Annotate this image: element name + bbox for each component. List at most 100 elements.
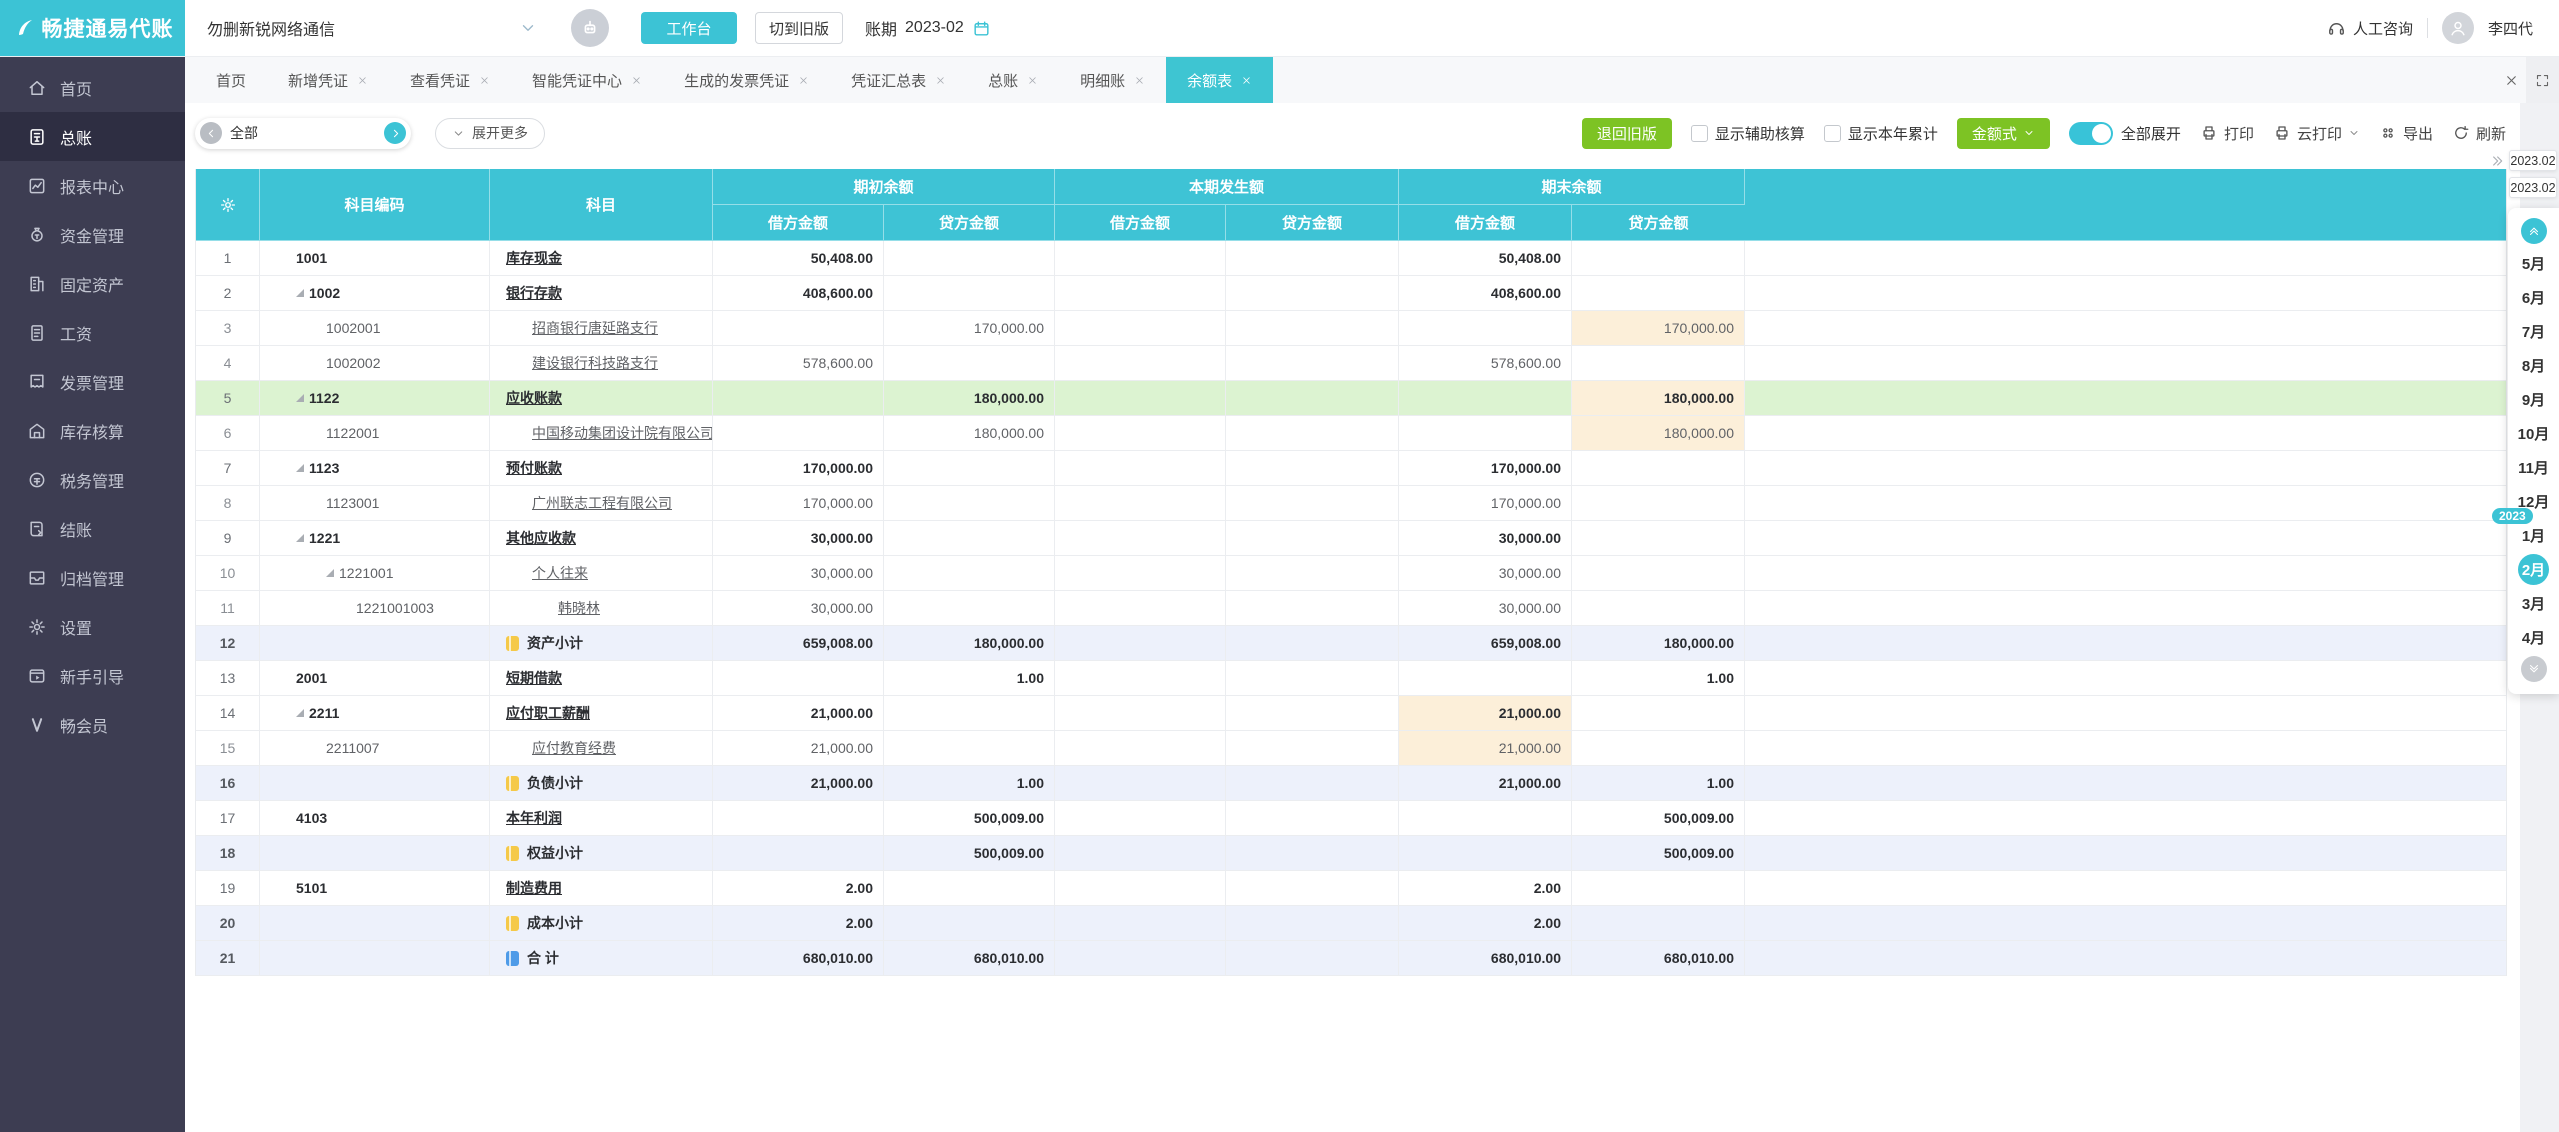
close-tab-icon[interactable] [357, 75, 368, 86]
assistant-icon[interactable] [571, 9, 609, 47]
expand-triangle-icon[interactable] [296, 394, 304, 402]
tab-balance-sheet[interactable]: 余额表 [1166, 57, 1274, 103]
close-tab-icon[interactable] [1241, 75, 1252, 86]
account-link[interactable]: 韩晓林 [558, 600, 600, 616]
avatar[interactable] [2441, 12, 2474, 44]
back-to-old-button[interactable]: 退回旧版 [1581, 117, 1672, 149]
period-box-start[interactable]: 2023.02 [2509, 150, 2557, 171]
month-item[interactable]: 6月 [2508, 280, 2559, 314]
tab-view-voucher[interactable]: 查看凭证 [389, 57, 511, 103]
scroll-down-icon[interactable] [2520, 656, 2547, 682]
expand-triangle-icon[interactable] [296, 534, 304, 542]
tab-voucher-summary[interactable]: 凭证汇总表 [830, 57, 967, 103]
expand-triangle-icon[interactable] [296, 464, 304, 472]
sidebar-item-guide[interactable]: 新手引导 [0, 651, 185, 700]
next-icon[interactable] [384, 122, 406, 144]
toggle-switch[interactable] [2068, 121, 2113, 145]
sidebar-item-inventory[interactable]: 库存核算 [0, 406, 185, 455]
sidebar-item-invoices[interactable]: 发票管理 [0, 357, 185, 406]
account-link[interactable]: 广州联志工程有限公司 [532, 495, 672, 511]
table-row[interactable]: 7 1123 预付账款 170,000.00 170,000.00 [196, 451, 2506, 486]
scroll-up-icon[interactable] [2520, 218, 2547, 244]
print-button[interactable]: 打印 [2200, 123, 2254, 144]
sidebar-item-report-center[interactable]: 报表中心 [0, 161, 185, 210]
sidebar-item-membership[interactable]: 畅会员 [0, 700, 185, 749]
table-row[interactable]: 6 1122001 中国移动集团设计院有限公司陕 180,000.00 180,000.… [196, 416, 2506, 451]
amount-style-button[interactable]: 金额式 [1956, 117, 2050, 149]
table-row[interactable]: 1 1001 库存现金 50,408.00 50,408.00 [196, 241, 2506, 276]
account-link[interactable]: 应收账款 [506, 390, 562, 406]
refresh-button[interactable]: 刷新 [2452, 123, 2506, 144]
fullscreen-icon[interactable] [2526, 57, 2559, 103]
sidebar-item-general-ledger[interactable]: 总账 [0, 112, 185, 161]
table-row[interactable]: 5 1122 应收账款 180,000.00 180,000.00 [196, 381, 2506, 416]
close-tab-icon[interactable] [1134, 75, 1145, 86]
cloud-print-button[interactable]: 云打印 [2273, 123, 2360, 144]
account-filter[interactable]: 全部 [195, 117, 411, 149]
tab-new-voucher[interactable]: 新增凭证 [267, 57, 389, 103]
month-item[interactable]: 10月 [2508, 416, 2559, 450]
support-link[interactable]: 人工咨询 [2327, 18, 2413, 39]
close-icon[interactable] [2496, 57, 2526, 103]
account-link[interactable]: 中国移动集团设计院有限公司陕 [532, 425, 713, 441]
sidebar-item-fixed-assets[interactable]: 固定资产 [0, 259, 185, 308]
table-row[interactable]: 20 成本小计 2.00 2.00 [196, 906, 2506, 941]
account-link[interactable]: 应付教育经费 [532, 740, 616, 756]
close-tab-icon[interactable] [935, 75, 946, 86]
table-row[interactable]: 21 合 计 680,010.00 680,010.00 680,010.00 680,0… [196, 941, 2506, 976]
account-link[interactable]: 本年利润 [506, 810, 562, 826]
account-link[interactable]: 制造费用 [506, 880, 562, 896]
account-link[interactable]: 建设银行科技路支行 [532, 355, 658, 371]
table-row[interactable]: 11 1221001003 韩晓林 30,000.00 30,000.00 [196, 591, 2506, 626]
table-row[interactable]: 15 2211007 应付教育经费 21,000.00 21,000.00 [196, 731, 2506, 766]
sidebar-item-payroll[interactable]: 工资 [0, 308, 185, 357]
show-auxiliary-checkbox[interactable]: 显示辅助核算 [1690, 123, 1805, 144]
checkbox[interactable] [1690, 124, 1708, 142]
account-link[interactable]: 应付职工薪酬 [506, 705, 590, 721]
tab-generated-invoice-voucher[interactable]: 生成的发票凭证 [663, 57, 830, 103]
prev-icon[interactable] [200, 122, 222, 144]
workbench-button[interactable]: 工作台 [641, 12, 737, 44]
account-link[interactable]: 其他应收款 [506, 530, 576, 546]
table-row[interactable]: 17 4103 本年利润 500,009.00 500,009.00 [196, 801, 2506, 836]
account-link[interactable]: 预付账款 [506, 460, 562, 476]
sidebar-item-archive[interactable]: 归档管理 [0, 553, 185, 602]
close-tab-icon[interactable] [631, 75, 642, 86]
checkbox[interactable] [1823, 124, 1841, 142]
close-tab-icon[interactable] [798, 75, 809, 86]
export-button[interactable]: 导出 [2379, 123, 2433, 144]
account-link[interactable]: 银行存款 [506, 285, 562, 301]
table-row[interactable]: 2 1002 银行存款 408,600.00 408,600.00 [196, 276, 2506, 311]
expand-all-toggle[interactable]: 全部展开 [2068, 121, 2181, 145]
account-link[interactable]: 短期借款 [506, 670, 562, 686]
table-row[interactable]: 12 资产小计 659,008.00 180,000.00 659,008.00 180,… [196, 626, 2506, 661]
month-item[interactable]: 2月 [2508, 552, 2559, 586]
expand-more-button[interactable]: 展开更多 [435, 117, 545, 149]
tab-home[interactable]: 首页 [195, 57, 267, 103]
accounting-period[interactable]: 账期 2023-02 [865, 16, 991, 40]
month-item[interactable]: 12月 [2508, 484, 2559, 518]
sidebar-item-closing[interactable]: 结账 [0, 504, 185, 553]
period-box-end[interactable]: 2023.02 [2509, 177, 2557, 198]
sidebar-item-tax[interactable]: 税务管理 [0, 455, 185, 504]
account-link[interactable]: 招商银行唐延路支行 [532, 320, 658, 336]
show-ytd-checkbox[interactable]: 显示本年累计 [1823, 123, 1938, 144]
month-item[interactable]: 4月 [2508, 620, 2559, 654]
company-selector[interactable]: 勿删新锐网络通信 [207, 16, 537, 40]
switch-old-version-button[interactable]: 切到旧版 [755, 12, 843, 44]
expand-triangle-icon[interactable] [296, 289, 304, 297]
month-item[interactable]: 3月 [2508, 586, 2559, 620]
account-link[interactable]: 库存现金 [506, 250, 562, 266]
table-row[interactable]: 3 1002001 招商银行唐延路支行 170,000.00 170,000.00 [196, 311, 2506, 346]
month-item[interactable]: 5月 [2508, 246, 2559, 280]
table-row[interactable]: 14 2211 应付职工薪酬 21,000.00 21,000.00 [196, 696, 2506, 731]
tab-smart-voucher-center[interactable]: 智能凭证中心 [511, 57, 663, 103]
month-item[interactable]: 8月 [2508, 348, 2559, 382]
account-link[interactable]: 个人往来 [532, 565, 588, 581]
table-row[interactable]: 10 1221001 个人往来 30,000.00 30,000.00 [196, 556, 2506, 591]
table-row[interactable]: 9 1221 其他应收款 30,000.00 30,000.00 [196, 521, 2506, 556]
expand-triangle-icon[interactable] [326, 569, 334, 577]
month-item[interactable]: 1月 [2508, 518, 2559, 552]
table-row[interactable]: 18 权益小计 500,009.00 500,009.00 [196, 836, 2506, 871]
close-tab-icon[interactable] [479, 75, 490, 86]
